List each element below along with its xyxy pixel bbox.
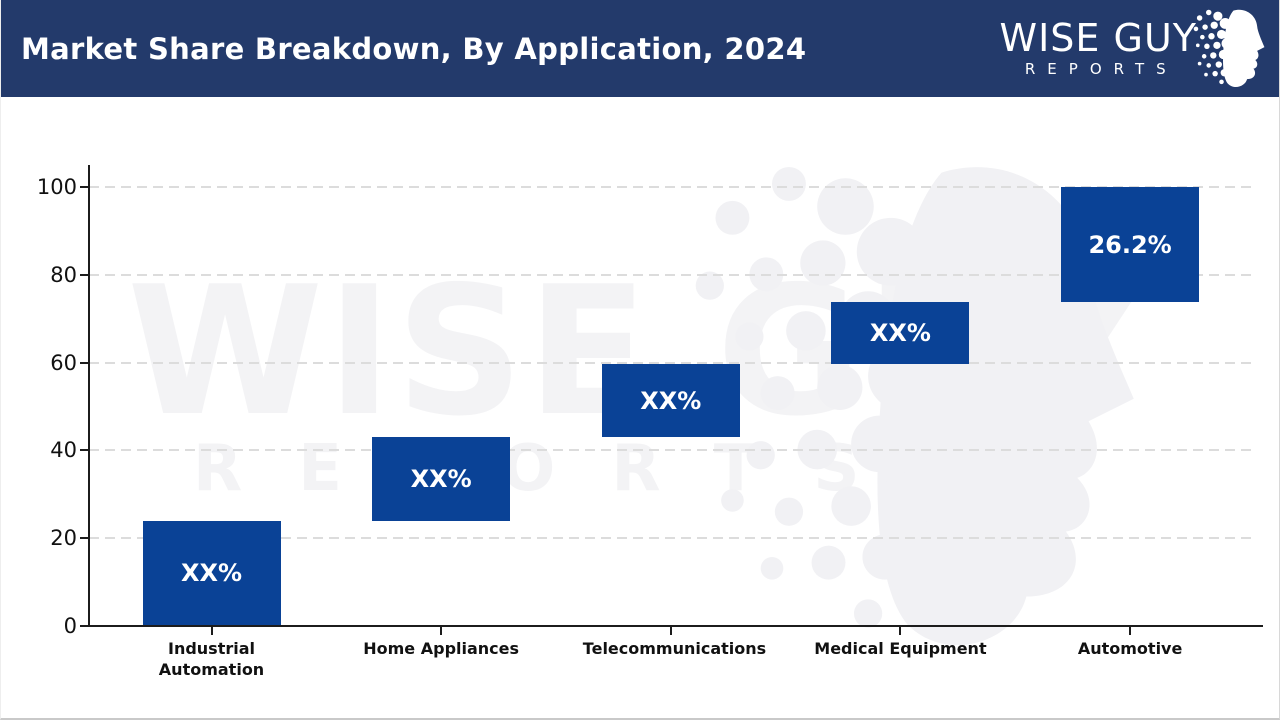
x-axis-line bbox=[87, 625, 1263, 627]
header-bar: Market Share Breakdown, By Application, … bbox=[1, 0, 1279, 97]
watermark-reports-text: REPORTS bbox=[193, 432, 916, 506]
brand-name: WISE GUY bbox=[999, 16, 1197, 61]
y-tick-100 bbox=[80, 186, 88, 188]
gridline-100 bbox=[89, 186, 1256, 188]
x-tick-1 bbox=[210, 627, 213, 635]
bar-value-label: XX% bbox=[180, 559, 243, 588]
brand-logo-text: WISE GUY REPORTS bbox=[999, 16, 1197, 78]
y-tick-label-40: 40 bbox=[50, 438, 77, 463]
bar-value-label: 26.2% bbox=[1088, 230, 1172, 259]
y-tick-60 bbox=[80, 361, 88, 364]
y-tick-0 bbox=[80, 625, 88, 627]
bar-telecommunications: XX% bbox=[601, 364, 740, 438]
x-category-label: Medical Equipment bbox=[814, 639, 987, 658]
x-category-label: Telecommunications bbox=[582, 639, 767, 658]
bar-value-label: XX% bbox=[410, 464, 472, 493]
gridline-40 bbox=[89, 449, 1256, 452]
x-tick-2 bbox=[440, 627, 443, 635]
x-tick-3 bbox=[669, 627, 672, 635]
y-tick-label-60: 60 bbox=[50, 350, 77, 375]
y-tick-label-100: 100 bbox=[36, 175, 77, 199]
y-axis-line bbox=[88, 165, 90, 627]
gridline-80 bbox=[89, 273, 1256, 276]
x-category-label: Automotive bbox=[1077, 639, 1183, 658]
brand-logo: WISE GUY REPORTS bbox=[999, 7, 1279, 91]
bar-medical-equipment: XX% bbox=[831, 302, 970, 365]
bar-home-appliances: XX% bbox=[372, 437, 511, 521]
bar-industrial-automation: XX% bbox=[142, 520, 281, 626]
bar-value-label: XX% bbox=[869, 319, 931, 348]
y-tick-label-80: 80 bbox=[50, 262, 77, 287]
x-tick-5 bbox=[1129, 627, 1132, 635]
y-tick-label-20: 20 bbox=[50, 526, 77, 551]
y-tick-80 bbox=[80, 273, 88, 276]
brand-subtitle: REPORTS bbox=[1024, 59, 1178, 78]
bar-value-label: XX% bbox=[640, 386, 702, 415]
y-tick-20 bbox=[80, 537, 88, 540]
page-title: Market Share Breakdown, By Application, … bbox=[21, 31, 807, 66]
y-tick-label-0: 0 bbox=[63, 614, 77, 638]
gridline-60 bbox=[89, 361, 1256, 364]
x-category-label: Home Appliances bbox=[363, 639, 520, 658]
y-tick-40 bbox=[80, 449, 88, 452]
brand-face-icon bbox=[1193, 9, 1265, 87]
x-category-label: Industrial Automation bbox=[158, 639, 265, 679]
x-tick-4 bbox=[899, 627, 902, 635]
bar-automotive: 26.2% bbox=[1061, 187, 1200, 303]
gridline-20 bbox=[89, 537, 1256, 540]
